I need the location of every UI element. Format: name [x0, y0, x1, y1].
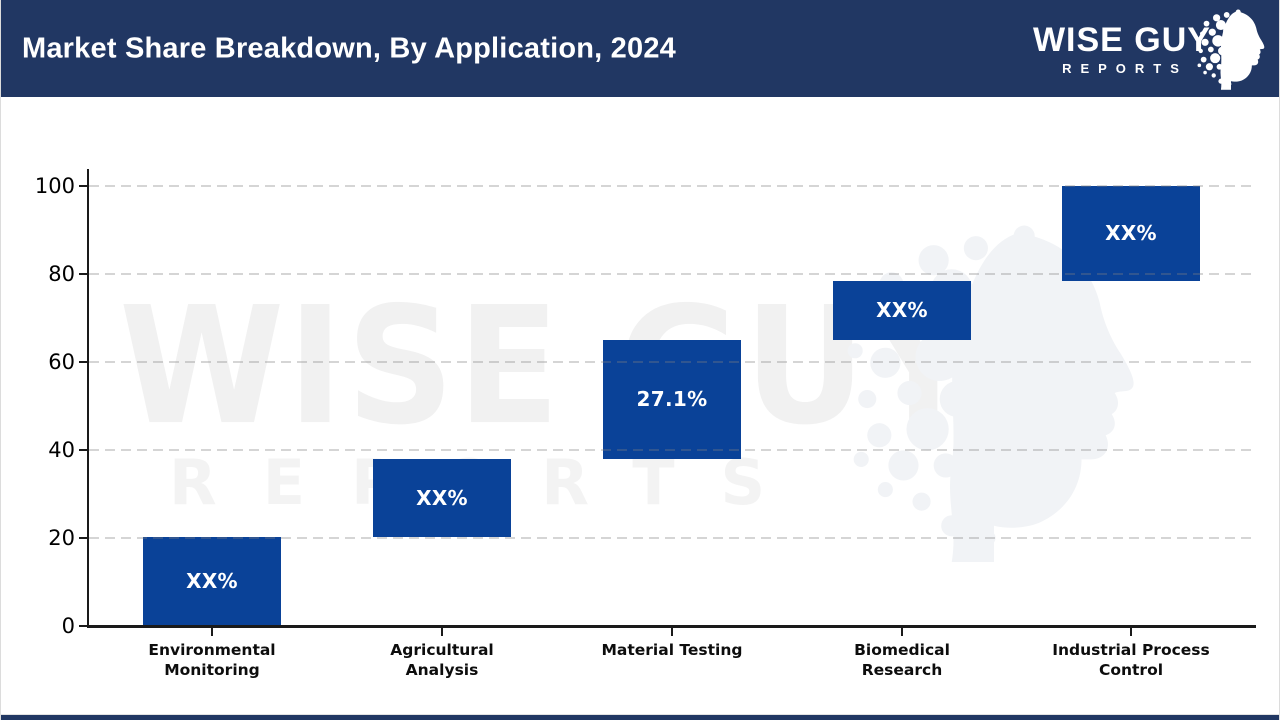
y-tick-mark [79, 185, 87, 187]
brand-tagline: REPORTS [1062, 60, 1188, 76]
bar: XX% [143, 536, 281, 626]
y-tick-mark [79, 361, 87, 363]
bar-value-label: XX% [186, 569, 238, 594]
bar-value-label: XX% [1105, 221, 1157, 246]
y-tick-label: 20 [48, 526, 75, 550]
gridline [89, 537, 1255, 539]
y-tick-mark [79, 449, 87, 451]
gridline [89, 273, 1255, 275]
y-tick-label: 0 [61, 614, 75, 638]
gridline [89, 361, 1255, 363]
bar: XX% [373, 458, 511, 537]
x-tick-mark [441, 628, 443, 636]
category-label: Environmental Monitoring [148, 641, 276, 680]
y-tick-mark [79, 537, 87, 539]
y-tick-label: 40 [48, 438, 75, 462]
category-label: Material Testing [601, 641, 743, 659]
y-tick-label: 80 [48, 262, 75, 286]
header-bar: Market Share Breakdown, By Application, … [1, 0, 1279, 97]
y-axis-line [87, 169, 89, 628]
y-tick-mark [79, 273, 87, 275]
brand-logo: WISE GUY REPORTS [1033, 9, 1267, 90]
y-tick-label: 60 [48, 350, 75, 374]
bar: XX% [833, 280, 971, 340]
x-axis-line [87, 625, 1256, 628]
category-label: Agricultural Analysis [390, 641, 494, 680]
category-label: Industrial Process Control [1052, 641, 1210, 680]
x-tick-mark [1130, 628, 1132, 636]
brand-name: WISE GUY [1032, 21, 1211, 60]
brand-text: WISE GUY REPORTS [1032, 21, 1211, 76]
x-tick-mark [211, 628, 213, 636]
bar-value-label: XX% [416, 485, 468, 510]
y-tick-mark [79, 625, 87, 627]
gridline [89, 185, 1255, 187]
footer-bar [1, 714, 1279, 720]
x-tick-mark [901, 628, 903, 636]
bar: 27.1% [603, 339, 741, 459]
bar-value-label: XX% [876, 298, 928, 323]
x-tick-mark [671, 628, 673, 636]
y-tick-label: 100 [34, 174, 75, 198]
bar: XX% [1062, 186, 1200, 281]
category-label: Biomedical Research [854, 641, 950, 680]
page-title: Market Share Breakdown, By Application, … [22, 32, 676, 64]
gridline [89, 449, 1255, 451]
bar-value-label: 27.1% [636, 387, 708, 412]
